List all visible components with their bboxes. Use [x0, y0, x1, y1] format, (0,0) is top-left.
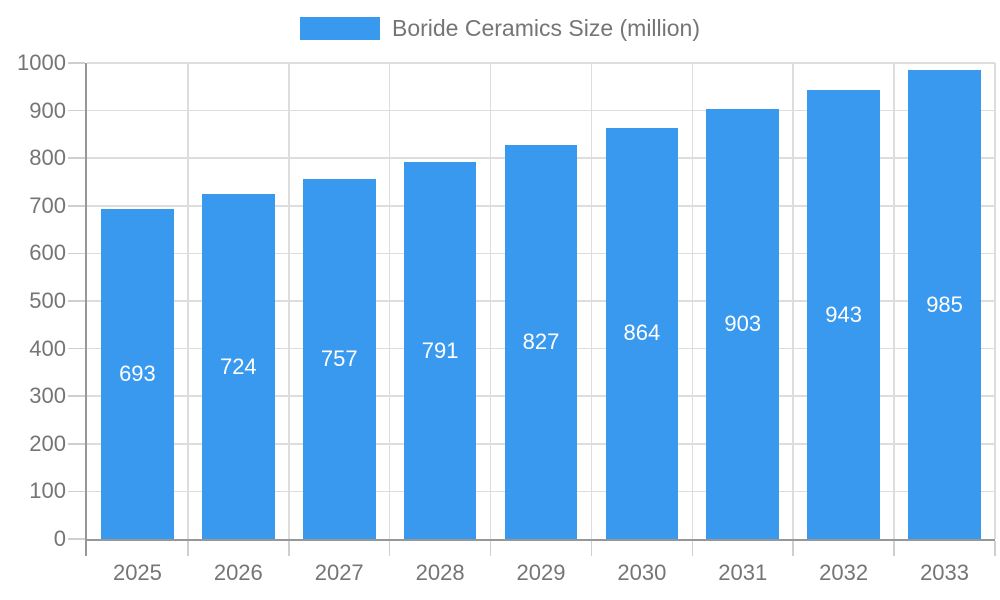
gridline-vertical	[388, 63, 391, 539]
bar-value-label: 757	[320, 345, 358, 371]
gridline-vertical	[893, 63, 895, 539]
bar-value-label: 827	[522, 329, 560, 355]
bar[interactable]: 985	[908, 70, 981, 539]
x-axis-tick-label: 2030	[617, 560, 667, 585]
x-axis-tick	[691, 541, 694, 556]
bar-value-label: 903	[724, 311, 762, 337]
x-axis-tick-label: 2028	[415, 560, 465, 585]
bar[interactable]: 791	[403, 162, 477, 539]
legend-swatch	[299, 17, 380, 40]
gridline-vertical	[590, 63, 593, 539]
bar[interactable]: 724	[202, 194, 275, 539]
gridline-vertical	[792, 63, 794, 539]
x-axis-tick	[893, 541, 895, 556]
bar[interactable]: 864	[605, 127, 679, 539]
bar-value-label: 943	[825, 301, 863, 327]
x-axis-tick	[388, 541, 391, 556]
x-axis-tick	[288, 541, 290, 556]
gridline-vertical	[994, 63, 996, 539]
bar-value-label: 693	[119, 361, 156, 387]
x-axis-tick-label: 2027	[314, 560, 364, 585]
y-axis-tick-label: 800	[29, 145, 66, 171]
x-axis-line	[85, 539, 995, 541]
y-axis-tick-label: 200	[29, 430, 66, 456]
bar-value-label: 791	[421, 337, 459, 363]
gridline-horizontal	[87, 109, 995, 112]
bar[interactable]: 943	[807, 90, 880, 539]
y-axis-tick	[68, 395, 85, 397]
x-axis-tick	[489, 541, 492, 556]
x-axis-tick	[994, 541, 996, 556]
x-axis-tick-label: 2032	[819, 560, 869, 585]
y-axis-tick-label: 900	[29, 97, 66, 123]
legend-label: Boride Ceramics Size (million)	[391, 15, 701, 41]
bar[interactable]: 827	[504, 145, 578, 539]
x-axis-tick	[187, 541, 189, 556]
y-axis-tick	[68, 62, 85, 64]
bar-value-label: 864	[623, 320, 661, 346]
y-axis-tick	[68, 443, 85, 445]
x-axis-tick-label: 2033	[920, 560, 970, 585]
y-axis-tick-label: 100	[29, 478, 66, 504]
gridline-vertical	[691, 63, 694, 539]
y-axis-line	[85, 63, 87, 556]
y-axis-tick-label: 600	[29, 240, 66, 266]
y-axis-tick	[68, 300, 85, 302]
gridline-vertical	[489, 63, 492, 539]
y-axis-tick-label: 500	[29, 288, 66, 313]
y-axis-tick	[68, 252, 85, 255]
bar-value-label: 724	[219, 353, 257, 379]
y-axis-tick	[68, 109, 85, 112]
y-axis-tick	[68, 157, 85, 159]
x-axis-tick-label: 2026	[213, 560, 263, 585]
y-axis-tick	[68, 205, 85, 207]
bar[interactable]: 903	[706, 109, 780, 539]
legend-item[interactable]: Boride Ceramics Size (million)	[0, 17, 1000, 40]
y-axis-tick-label: 400	[29, 335, 66, 361]
y-axis-tick	[68, 347, 85, 350]
y-axis-tick	[68, 490, 85, 493]
y-axis-tick-label: 1000	[17, 50, 66, 75]
plot-area: 693 724 757 791 827 864 903 943 985	[68, 62, 996, 556]
x-axis-tick	[792, 541, 794, 556]
bar[interactable]: 693	[101, 209, 174, 539]
x-axis-tick	[590, 541, 593, 556]
gridline-vertical	[288, 63, 290, 539]
gridline-vertical	[187, 63, 189, 539]
y-axis-tick-label: 0	[53, 526, 66, 551]
x-axis-tick-label: 2025	[112, 560, 162, 585]
gridline-horizontal	[87, 62, 995, 64]
bar-value-label: 985	[926, 291, 963, 317]
x-axis-tick-label: 2029	[516, 560, 566, 585]
y-axis-tick	[68, 538, 85, 540]
y-axis-tick-label: 300	[29, 383, 66, 409]
bar[interactable]: 757	[302, 178, 376, 539]
x-axis-tick-label: 2031	[718, 560, 768, 585]
y-axis-tick-label: 700	[29, 192, 66, 218]
